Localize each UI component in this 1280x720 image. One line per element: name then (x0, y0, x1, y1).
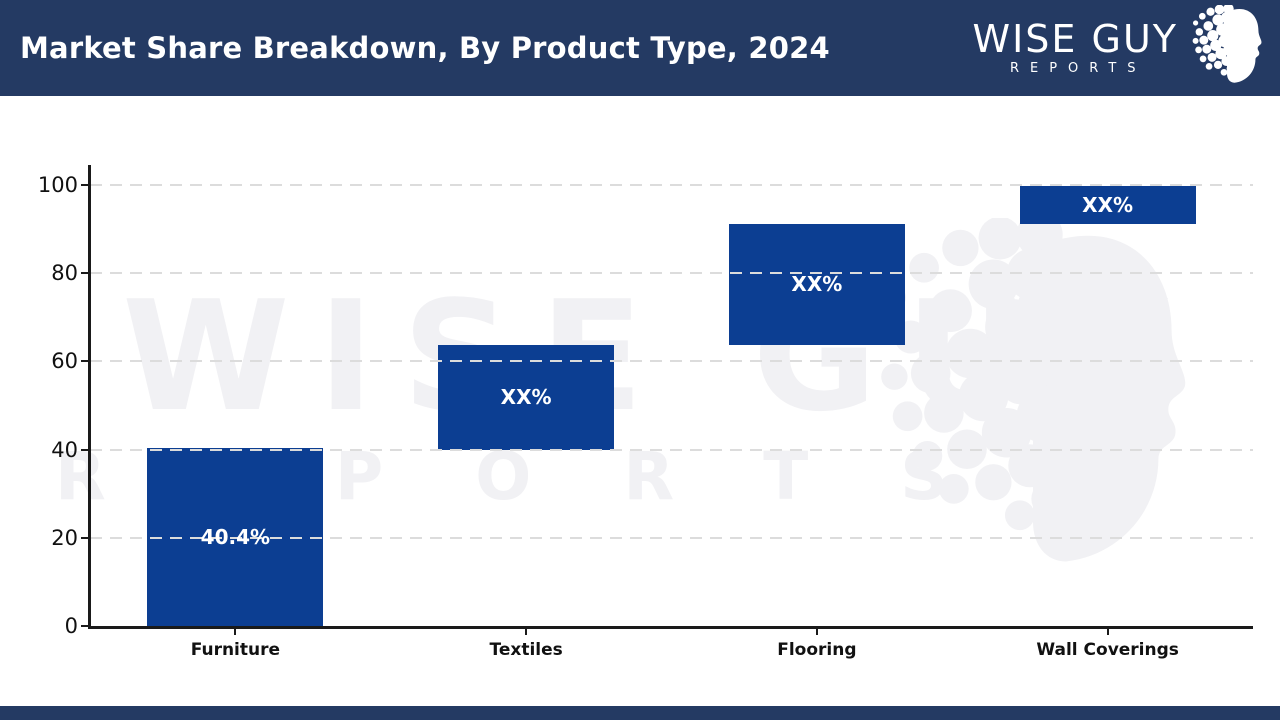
y-tick (81, 448, 90, 451)
x-tick (234, 626, 237, 635)
y-tick-label: 20 (51, 525, 78, 550)
gridline (90, 448, 1253, 451)
y-tick (81, 536, 90, 539)
header-bar: Market Share Breakdown, By Product Type,… (0, 0, 1280, 96)
y-tick (81, 184, 90, 186)
watermark-head-icon (881, 218, 1186, 562)
y-tick-label: 80 (51, 261, 78, 286)
footer-bar (0, 706, 1280, 720)
x-tick (815, 626, 818, 635)
page-title: Market Share Breakdown, By Product Type,… (20, 31, 830, 65)
gridline (90, 184, 1253, 186)
bar (1019, 185, 1196, 224)
category-label: Furniture (190, 640, 281, 660)
bar-value-label: XX% (500, 385, 552, 410)
y-tick-label: 40 (51, 437, 78, 462)
x-tick (525, 626, 528, 635)
y-axis (88, 165, 91, 629)
gridline (90, 536, 1253, 539)
y-tick (81, 625, 90, 627)
category-label: Wall Coverings (1036, 640, 1179, 660)
bar (728, 223, 905, 345)
logo-wordmark: WISE GUY REPORTS (973, 20, 1178, 76)
category-label: Flooring (777, 640, 857, 660)
logo-line2: REPORTS (1009, 61, 1147, 76)
x-tick (1106, 626, 1109, 635)
wiseguy-logo: WISE GUY REPORTS (973, 5, 1280, 91)
bar-value-label: XX% (791, 272, 843, 297)
logo-head-icon (1192, 5, 1262, 83)
bar-value-label: 40.4% (200, 524, 271, 549)
y-tick (81, 360, 90, 363)
y-tick-label: 60 (51, 349, 78, 374)
logo-line1: WISE GUY (972, 17, 1178, 61)
x-axis (88, 626, 1253, 629)
y-tick (81, 272, 90, 275)
bar-value-label: XX% (1082, 192, 1134, 217)
gridline (90, 360, 1253, 363)
y-tick-label: 100 (37, 173, 78, 197)
gridline (90, 272, 1253, 275)
y-tick-label: 0 (64, 614, 78, 638)
category-label: Textiles (489, 640, 563, 660)
